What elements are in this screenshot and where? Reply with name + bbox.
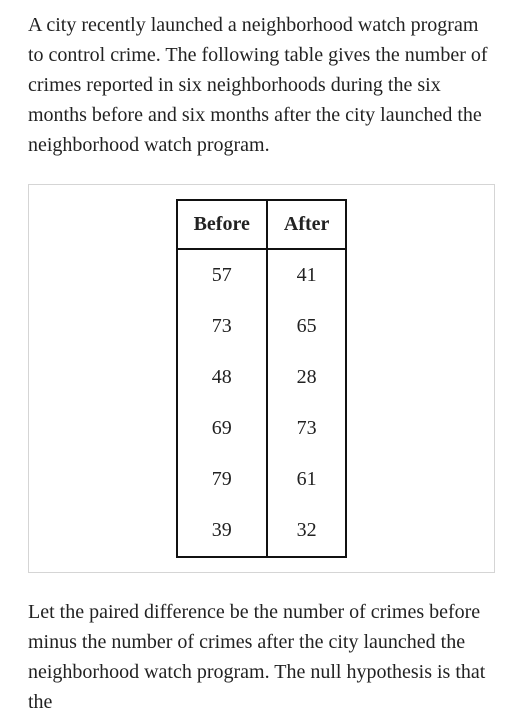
table-row: 79 61 (177, 454, 347, 505)
cell-after: 73 (267, 403, 347, 454)
cell-after: 32 (267, 505, 347, 557)
column-header-before: Before (177, 200, 267, 249)
cell-after: 65 (267, 301, 347, 352)
table-wrapper: Before After 57 41 73 65 48 28 (43, 199, 480, 558)
cell-before: 79 (177, 454, 267, 505)
cell-after: 28 (267, 352, 347, 403)
table-row: 57 41 (177, 249, 347, 301)
cell-after: 41 (267, 249, 347, 301)
crime-data-table: Before After 57 41 73 65 48 28 (176, 199, 348, 558)
cell-before: 69 (177, 403, 267, 454)
table-row: 69 73 (177, 403, 347, 454)
column-header-after: After (267, 200, 347, 249)
cell-before: 48 (177, 352, 267, 403)
table-header-row: Before After (177, 200, 347, 249)
intro-paragraph: A city recently launched a neighborhood … (28, 10, 495, 160)
cell-after: 61 (267, 454, 347, 505)
table-row: 48 28 (177, 352, 347, 403)
cell-before: 57 (177, 249, 267, 301)
table-container: Before After 57 41 73 65 48 28 (28, 184, 495, 573)
outro-paragraph: Let the paired difference be the number … (28, 597, 495, 717)
cell-before: 39 (177, 505, 267, 557)
table-row: 73 65 (177, 301, 347, 352)
cell-before: 73 (177, 301, 267, 352)
table-row: 39 32 (177, 505, 347, 557)
